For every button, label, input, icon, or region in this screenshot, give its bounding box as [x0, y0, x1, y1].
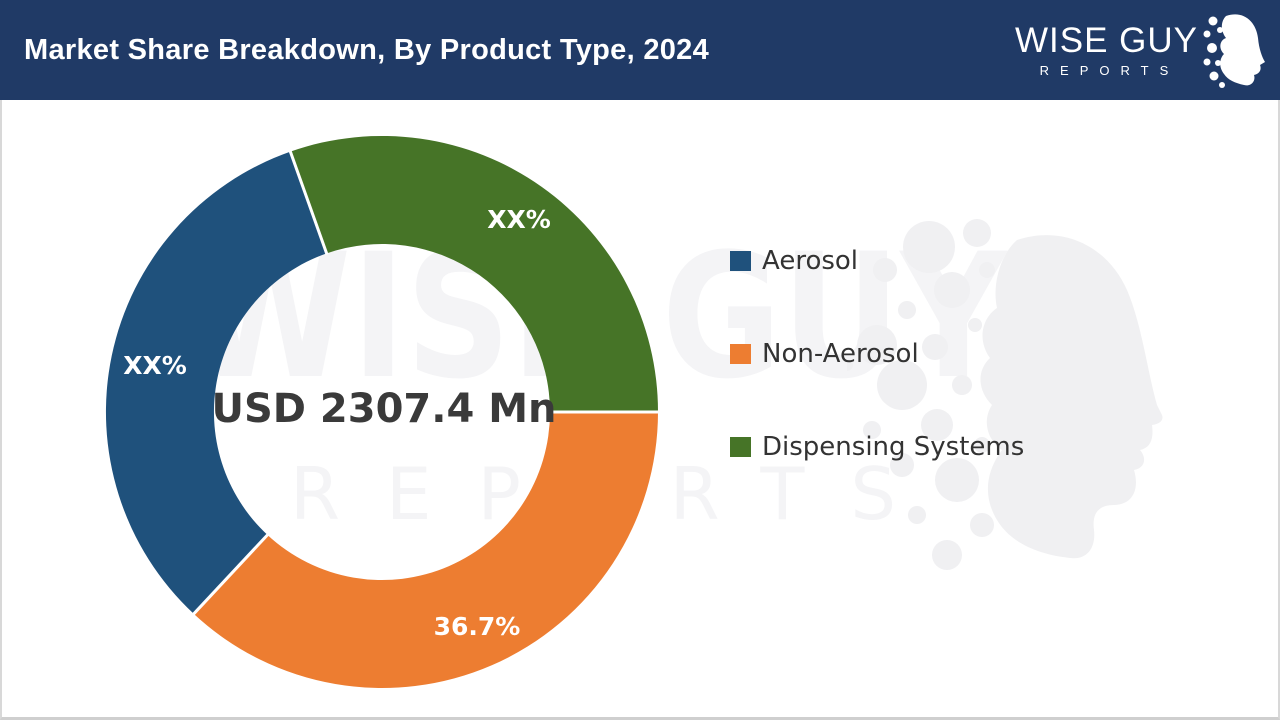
header-bar: Market Share Breakdown, By Product Type,… [0, 0, 1280, 100]
wise-guy-logo: WISE GUY REPORTS [1015, 8, 1266, 90]
donut-chart: XX% XX% 36.7% USD 2307.4 Mn [105, 135, 660, 689]
legend-swatch-aerosol [730, 251, 751, 271]
slice-dispensing-systems [290, 135, 658, 413]
slice-aerosol [105, 151, 327, 614]
label-dispensing-systems: XX% [487, 205, 551, 234]
legend-swatch-dispensing-systems [730, 437, 751, 457]
slice-separators [191, 149, 660, 617]
legend-label-aerosol: Aerosol [762, 246, 859, 276]
slice-non-aerosol [193, 412, 659, 689]
legend-swatch-non-aerosol [730, 344, 751, 364]
logo-text: WISE GUY REPORTS [1015, 21, 1198, 78]
legend: Aerosol Non-Aerosol Dispensing Systems [730, 246, 1024, 525]
logo-subtext: REPORTS [1039, 62, 1180, 78]
donut-center-value: USD 2307.4 Mn [212, 386, 557, 432]
legend-item-aerosol: Aerosol [730, 246, 1024, 276]
logo-face-icon [1203, 14, 1265, 88]
legend-item-non-aerosol: Non-Aerosol [730, 339, 1024, 369]
chart-area: WISE GUY REPORTS XX% XX% 36.7% USD 2 [0, 100, 1280, 720]
legend-label-non-aerosol: Non-Aerosol [762, 339, 919, 369]
label-non-aerosol: 36.7% [434, 612, 521, 641]
logo-wordmark: WISE GUY [1014, 20, 1198, 60]
label-aerosol: XX% [123, 351, 187, 380]
legend-item-dispensing-systems: Dispensing Systems [730, 432, 1024, 462]
page-title: Market Share Breakdown, By Product Type,… [24, 33, 710, 66]
legend-label-dispensing-systems: Dispensing Systems [762, 432, 1025, 462]
watermark-face-icon [847, 219, 1163, 570]
